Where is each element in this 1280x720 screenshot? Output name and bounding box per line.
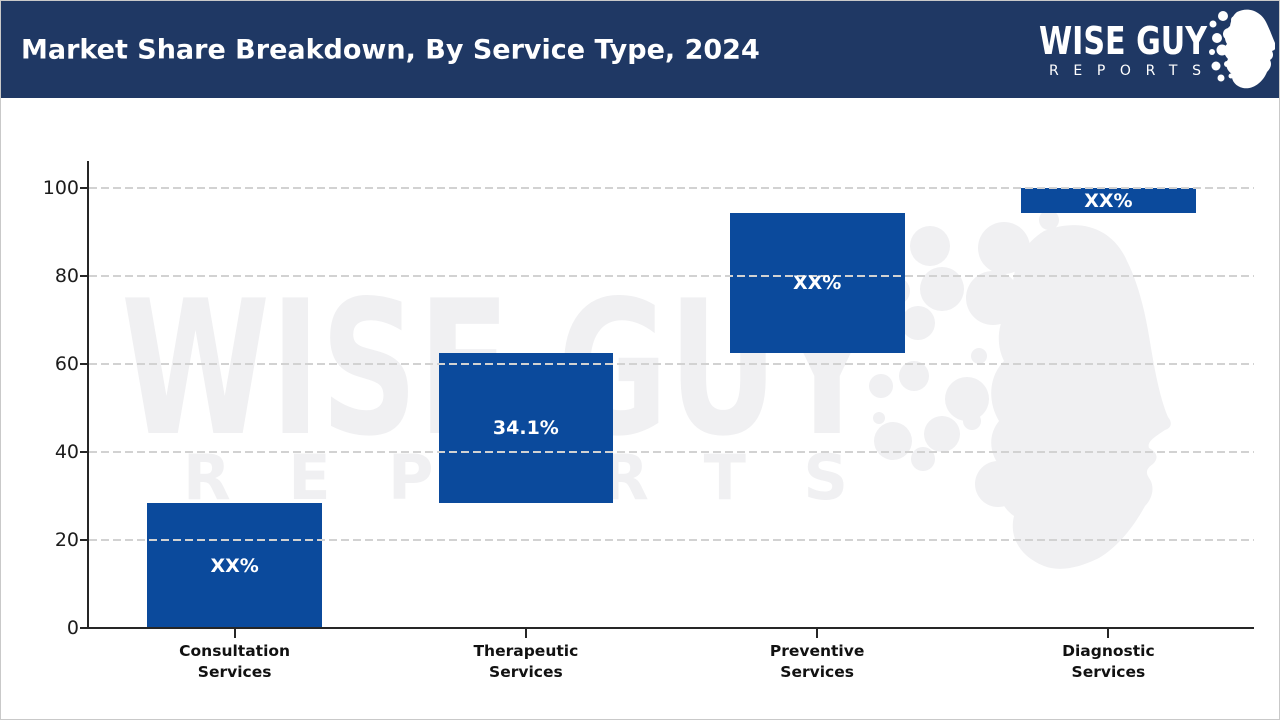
y-tick-label: 80 — [54, 265, 79, 287]
y-axis-line — [87, 161, 89, 629]
x-tick-mark — [233, 629, 236, 638]
x-tick-mark — [816, 629, 819, 638]
x-axis-label: Therapeutic Services — [473, 642, 579, 681]
grid-line — [89, 187, 1254, 189]
y-tick-label: 60 — [54, 353, 79, 375]
x-axis-label: Consultation Services — [179, 642, 291, 681]
watermark-head-graphic — [868, 210, 1171, 569]
dot-head-icon — [1209, 9, 1275, 89]
watermark-text: WISE GUY REPORTS — [121, 281, 878, 511]
logo-subtext: REPORTS — [1049, 63, 1201, 79]
x-axis-label: Preventive Services — [769, 642, 865, 681]
y-tick-label: 100 — [42, 177, 79, 199]
y-tick-label: 40 — [54, 441, 79, 463]
x-tick-mark — [1107, 629, 1110, 638]
header-bar: Market Share Breakdown, By Service Type,… — [1, 1, 1279, 98]
x-axis-label: Diagnostic Services — [1062, 642, 1155, 681]
bar-value-label: XX% — [210, 554, 259, 577]
wiseguy-logo: WISE GUY REPORTS — [1039, 9, 1275, 89]
x-axis-line — [87, 627, 1254, 629]
logo-wordmark: WISE GUY — [1039, 19, 1207, 63]
y-tick-label: 20 — [54, 529, 79, 551]
y-tick-label: 0 — [66, 617, 79, 639]
bar — [147, 503, 322, 628]
chart-title: Market Share Breakdown, By Service Type,… — [21, 34, 760, 65]
x-tick-mark — [524, 629, 527, 638]
